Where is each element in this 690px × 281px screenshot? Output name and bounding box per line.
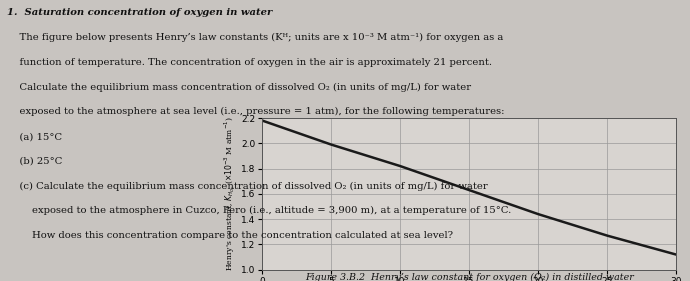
Text: (c) Calculate the equilibrium mass concentration of dissolved O₂ (in units of mg: (c) Calculate the equilibrium mass conce…: [7, 182, 488, 191]
Text: Figure 3.B.2  Henry’s law constant for oxygen (O₂) in distilled water
as a funct: Figure 3.B.2 Henry’s law constant for ox…: [305, 273, 633, 281]
Text: function of temperature. The concentration of oxygen in the air is approximately: function of temperature. The concentrati…: [7, 58, 492, 67]
Y-axis label: Henry's constant, $K_{H_{O_2}}$ ($\times 10^{-3}$ M atm$^{-1}$): Henry's constant, $K_{H_{O_2}}$ ($\times…: [222, 117, 238, 271]
Text: exposed to the atmosphere in Cuzco, Pero (i.e., altitude = 3,900 m), at a temper: exposed to the atmosphere in Cuzco, Pero…: [7, 206, 511, 215]
Text: How does this concentration compare to the concentration calculated at sea level: How does this concentration compare to t…: [7, 231, 453, 240]
Text: 1.  Saturation concentration of oxygen in water: 1. Saturation concentration of oxygen in…: [7, 8, 272, 17]
Text: (a) 15°C: (a) 15°C: [7, 132, 62, 141]
Text: The figure below presents Henry’s law constants (Kᴴ; units are x 10⁻³ M atm⁻¹) f: The figure below presents Henry’s law co…: [7, 33, 503, 42]
Text: exposed to the atmosphere at sea level (i.e., pressure = 1 atm), for the followi: exposed to the atmosphere at sea level (…: [7, 107, 504, 116]
Text: (b) 25°C: (b) 25°C: [7, 157, 62, 166]
Text: Calculate the equilibrium mass concentration of dissolved O₂ (in units of mg/L) : Calculate the equilibrium mass concentra…: [7, 83, 471, 92]
